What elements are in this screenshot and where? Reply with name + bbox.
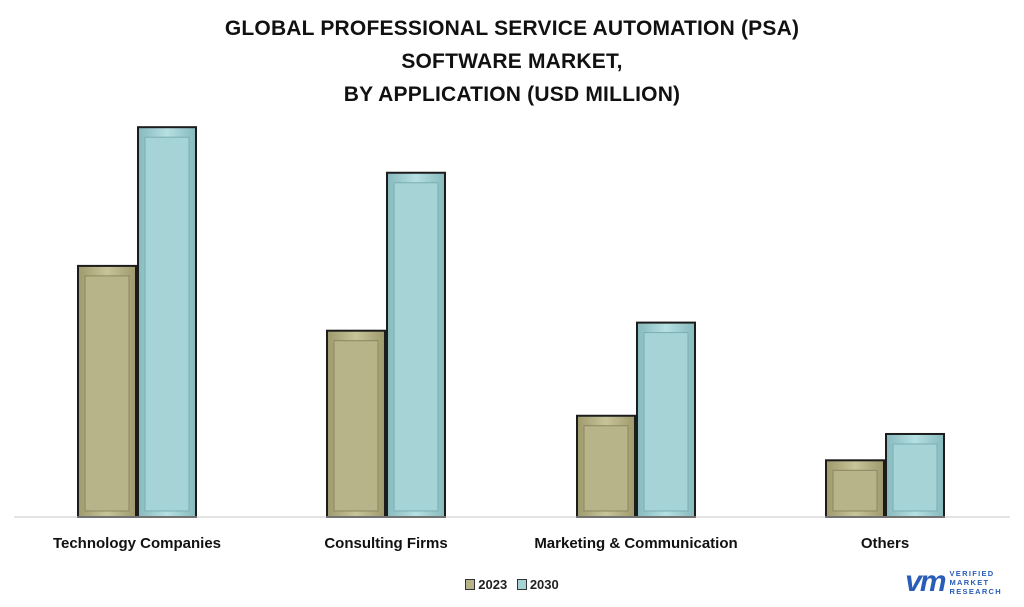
legend-item-2030: 2030 [516, 577, 559, 592]
legend-item-2023: 2023 [465, 577, 507, 592]
category-label-technology-companies: Technology Companies [53, 535, 221, 552]
category-label-consulting-firms: Consulting Firms [324, 535, 447, 552]
chart-title-line-1: GLOBAL PROFESSIONAL SERVICE AUTOMATION (… [224, 17, 800, 40]
legend-swatch-2023 [465, 579, 476, 590]
legend: 2023 2030 [0, 577, 1024, 593]
bar-marketing-communication-2023 [576, 414, 636, 518]
bar-consulting-firms-2023 [326, 329, 386, 519]
legend-label-2023: 2023 [478, 577, 508, 592]
chart-title-line-2: SOFTWARE MARKET, [401, 50, 623, 73]
verified-market-research-logo: vm VERIFIED MARKET RESEARCH [905, 565, 1002, 599]
logo-text: VERIFIED MARKET RESEARCH [950, 569, 1003, 596]
category-labels: Technology Companies Consulting Firms Mark… [53, 535, 909, 552]
logo-text-line-2: MARKET [949, 577, 990, 587]
category-label-others: Others [861, 535, 909, 552]
chart-title: GLOBAL PROFESSIONAL SERVICE AUTOMATION (… [0, 12, 1024, 111]
bar-technology-companies-2030 [137, 126, 197, 518]
legend-swatch-2030 [516, 579, 527, 590]
logo-mark: vm [905, 565, 946, 598]
chart-title-line-3: BY APPLICATION (USD MILLION) [343, 83, 681, 106]
category-label-marketing-communication: Marketing & Communication [534, 535, 737, 552]
logo-text-line-3: RESEARCH [949, 586, 1002, 596]
bar-others-2023 [825, 459, 885, 518]
bar-marketing-communication-2030 [636, 321, 696, 518]
bar-others-2030 [885, 432, 945, 519]
bar-consulting-firms-2030 [386, 171, 446, 518]
bar-technology-companies-2023 [77, 264, 137, 518]
bars-layer [77, 126, 945, 519]
legend-label-2030: 2030 [529, 577, 559, 592]
logo-text-line-1: VERIFIED [949, 568, 995, 578]
